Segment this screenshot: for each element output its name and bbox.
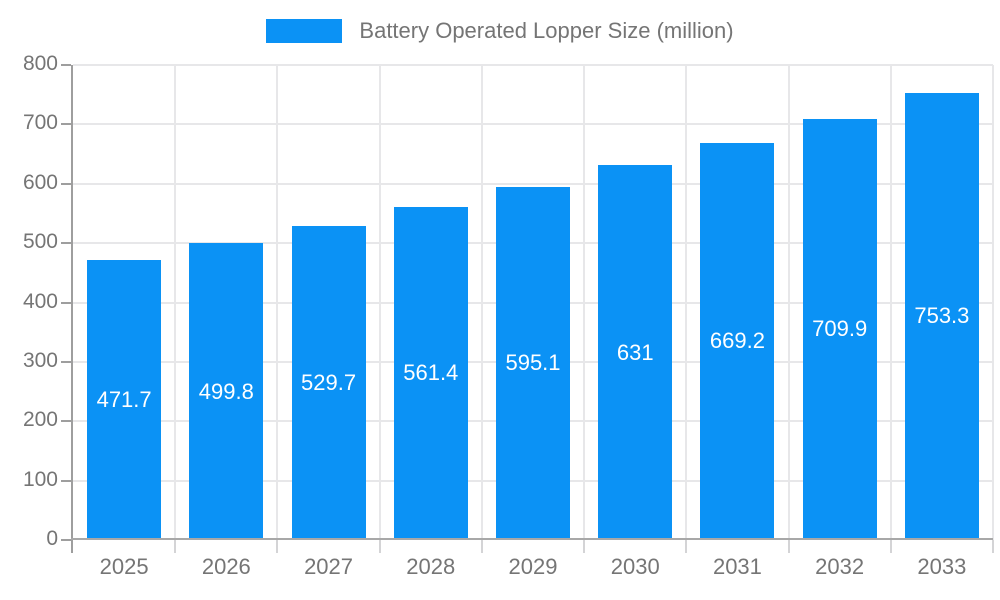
y-axis-label: 700 bbox=[22, 111, 58, 135]
y-axis-label: 100 bbox=[22, 467, 58, 491]
v-gridline bbox=[174, 65, 177, 540]
x-axis-label: 2030 bbox=[610, 554, 660, 579]
bar[interactable]: 529.7 bbox=[291, 225, 366, 540]
bar[interactable]: 499.8 bbox=[189, 243, 264, 540]
y-axis-label: 300 bbox=[22, 348, 58, 372]
legend-label: Battery Operated Lopper Size (million) bbox=[359, 18, 734, 43]
bar-value-label: 529.7 bbox=[301, 369, 357, 395]
h-gridline bbox=[73, 182, 993, 185]
y-axis-tick bbox=[61, 182, 71, 185]
x-axis-label: 2026 bbox=[201, 554, 251, 579]
x-axis-tick bbox=[787, 540, 790, 553]
x-axis-label: 2031 bbox=[712, 554, 762, 579]
h-gridline bbox=[73, 123, 993, 126]
y-axis-tick bbox=[61, 301, 71, 304]
x-axis-tick bbox=[685, 540, 688, 553]
bar[interactable]: 471.7 bbox=[87, 259, 162, 540]
bar-value-label: 471.7 bbox=[96, 386, 152, 412]
bar[interactable]: 753.3 bbox=[904, 92, 979, 540]
x-axis-label: 2029 bbox=[508, 554, 558, 579]
bar-value-label: 709.9 bbox=[812, 316, 868, 342]
h-gridline bbox=[73, 64, 993, 66]
x-axis-tick bbox=[174, 540, 177, 553]
x-axis-tick bbox=[583, 540, 586, 553]
y-axis-label: 200 bbox=[22, 408, 58, 432]
v-gridline bbox=[480, 65, 483, 540]
y-axis-label: 400 bbox=[22, 289, 58, 313]
v-gridline bbox=[276, 65, 279, 540]
y-axis-label: 500 bbox=[22, 230, 58, 254]
v-gridline bbox=[992, 65, 994, 540]
bar-value-label: 595.1 bbox=[505, 350, 561, 376]
x-axis-tick bbox=[992, 540, 994, 553]
bar[interactable]: 669.2 bbox=[700, 142, 775, 540]
bar[interactable]: 595.1 bbox=[496, 186, 570, 540]
x-axis-label: 2032 bbox=[815, 554, 865, 579]
bar[interactable]: 631 bbox=[598, 165, 673, 540]
v-gridline bbox=[583, 65, 586, 540]
y-axis-label: 600 bbox=[22, 170, 58, 194]
bar-value-label: 669.2 bbox=[709, 328, 765, 354]
bar[interactable]: 709.9 bbox=[802, 118, 877, 540]
y-axis-label: 800 bbox=[22, 52, 58, 75]
x-axis-label: 2027 bbox=[304, 554, 354, 579]
y-axis-tick bbox=[61, 420, 71, 423]
bar-value-label: 631 bbox=[616, 339, 654, 365]
v-gridline bbox=[378, 65, 381, 540]
v-gridline bbox=[889, 65, 892, 540]
y-axis-tick bbox=[61, 64, 71, 66]
bar[interactable]: 561.4 bbox=[393, 206, 468, 540]
y-axis-tick bbox=[61, 479, 71, 482]
x-axis-tick bbox=[276, 540, 279, 553]
y-axis-tick bbox=[61, 539, 71, 541]
y-axis-tick bbox=[61, 242, 71, 245]
bar-value-label: 561.4 bbox=[403, 360, 459, 386]
legend-swatch-icon bbox=[266, 19, 343, 43]
y-axis-line bbox=[71, 65, 73, 553]
bar-value-label: 753.3 bbox=[914, 303, 970, 329]
x-axis-tick bbox=[378, 540, 381, 553]
x-axis-line bbox=[71, 538, 993, 540]
bar-value-label: 499.8 bbox=[198, 378, 254, 404]
y-axis-tick bbox=[61, 360, 71, 363]
v-gridline bbox=[787, 65, 790, 540]
legend[interactable]: Battery Operated Lopper Size (million) bbox=[0, 18, 1000, 44]
y-axis-tick bbox=[61, 123, 71, 126]
x-axis-label: 2033 bbox=[917, 554, 967, 579]
y-axis-label: 0 bbox=[46, 527, 58, 550]
plot-area: 471.7 499.8 529.7 561.4 595.1 631 669.2 709.9 75… bbox=[61, 64, 994, 553]
x-axis-label: 2025 bbox=[99, 554, 149, 579]
v-gridline bbox=[685, 65, 688, 540]
x-axis-tick bbox=[480, 540, 483, 553]
x-axis-tick bbox=[889, 540, 892, 553]
x-axis-label: 2028 bbox=[406, 554, 456, 579]
